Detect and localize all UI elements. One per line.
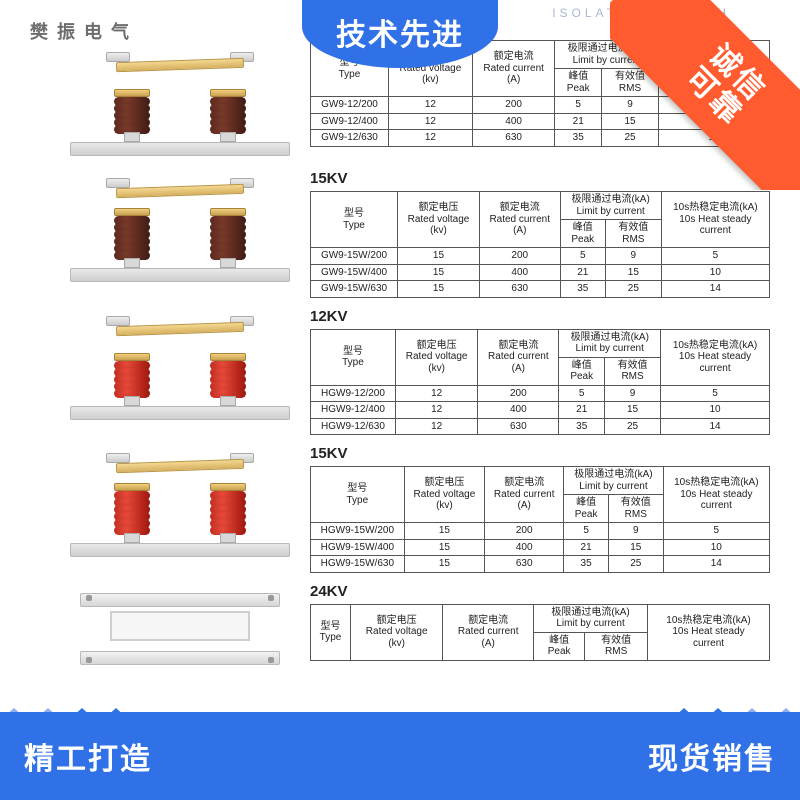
section-4-title: 15KV bbox=[310, 445, 770, 462]
col-l-en: Limit by current bbox=[573, 55, 641, 66]
table-row: GW9-12/20012200595 bbox=[311, 97, 770, 114]
col-l-cn: 极限通过电流 bbox=[568, 43, 628, 54]
col-s-cn: 10s热稳定电流(kA) bbox=[672, 51, 756, 62]
chevron-left-icon bbox=[0, 708, 136, 726]
product-image-3 bbox=[50, 304, 310, 424]
col-l-u: (kA) bbox=[628, 43, 646, 54]
table-row: GW9-15W/20015200595 bbox=[311, 248, 770, 265]
section-5-title: 24KV bbox=[310, 583, 770, 600]
col-c-cn: 额定电流 bbox=[494, 51, 534, 62]
section-4: 15KV 型号Type 额定电压Rated voltage(kv) 额定电流Ra… bbox=[50, 441, 770, 573]
table-row: HGW9-12/63012630352514 bbox=[311, 418, 770, 435]
product-image-4 bbox=[50, 441, 310, 561]
col-s-en: 10s Heat steady bbox=[678, 63, 750, 74]
table-row: HGW9-15W/20015200595 bbox=[311, 523, 770, 540]
spec-table-2: 型号Type 额定电压Rated voltage(kv) 额定电流Rated c… bbox=[310, 191, 770, 298]
table-row: HGW9-15W/63015630352514 bbox=[311, 556, 770, 573]
spec-table-3: 型号Type 额定电压Rated voltage(kv) 额定电流Rated c… bbox=[310, 329, 770, 436]
col-p-en: Peak bbox=[567, 83, 590, 94]
col-v-u: (kv) bbox=[422, 74, 439, 85]
section-3: 12KV 型号Type 额定电压Rated voltage(kv) 额定电流Ra… bbox=[50, 304, 770, 436]
section-3-title: 12KV bbox=[310, 308, 770, 325]
header-subtitle: ISOLATION SWITCH bbox=[552, 6, 730, 20]
spec-table-4: 型号Type 额定电压Rated voltage(kv) 额定电流Rated c… bbox=[310, 466, 770, 573]
section-5: 24KV 型号Type 额定电压Rated voltage(kv) 额定电流Ra… bbox=[50, 579, 770, 669]
product-image-2 bbox=[50, 166, 310, 286]
table-row: GW9-15W/40015400211510 bbox=[311, 264, 770, 281]
footer-left-text: 精工打造 bbox=[24, 734, 152, 778]
col-s-en2: current bbox=[698, 74, 729, 85]
product-image-1 bbox=[50, 40, 310, 160]
table-row: GW9-15W/63015630352514 bbox=[311, 281, 770, 298]
col-c-en: Rated current bbox=[483, 63, 544, 74]
col-r-en: RMS bbox=[619, 83, 641, 94]
spec-table-5: 型号Type 额定电压Rated voltage(kv) 额定电流Rated c… bbox=[310, 604, 770, 661]
section-2-title: 15KV bbox=[310, 170, 770, 187]
table-row: GW9-12/40012400211510 bbox=[311, 113, 770, 130]
table-row: GW9-12/63012630352514 bbox=[311, 130, 770, 147]
page-root: 樊 振 电 气 ISOLATION SWITCH 技术先进 诚信 可靠 bbox=[0, 0, 800, 800]
table-row: HGW9-15W/40015400211510 bbox=[311, 539, 770, 556]
section-2: 15KV 型号Type 额定电压Rated voltage(kv) 额定电流Ra… bbox=[50, 166, 770, 298]
table-row: HGW9-12/20012200595 bbox=[311, 385, 770, 402]
col-r-cn: 有效值 bbox=[615, 71, 645, 82]
footer-right-text: 现货销售 bbox=[648, 734, 776, 778]
chevron-right-icon bbox=[664, 708, 800, 726]
table-row: HGW9-12/40012400211510 bbox=[311, 402, 770, 419]
col-c-u: (A) bbox=[507, 74, 520, 85]
col-type-en: Type bbox=[339, 69, 361, 80]
col-p-cn: 峰值 bbox=[568, 71, 588, 82]
product-image-5 bbox=[50, 579, 310, 669]
main-content: 型号Type 额定电压Rated voltage(kv) 额定电流Rated c… bbox=[50, 40, 770, 710]
